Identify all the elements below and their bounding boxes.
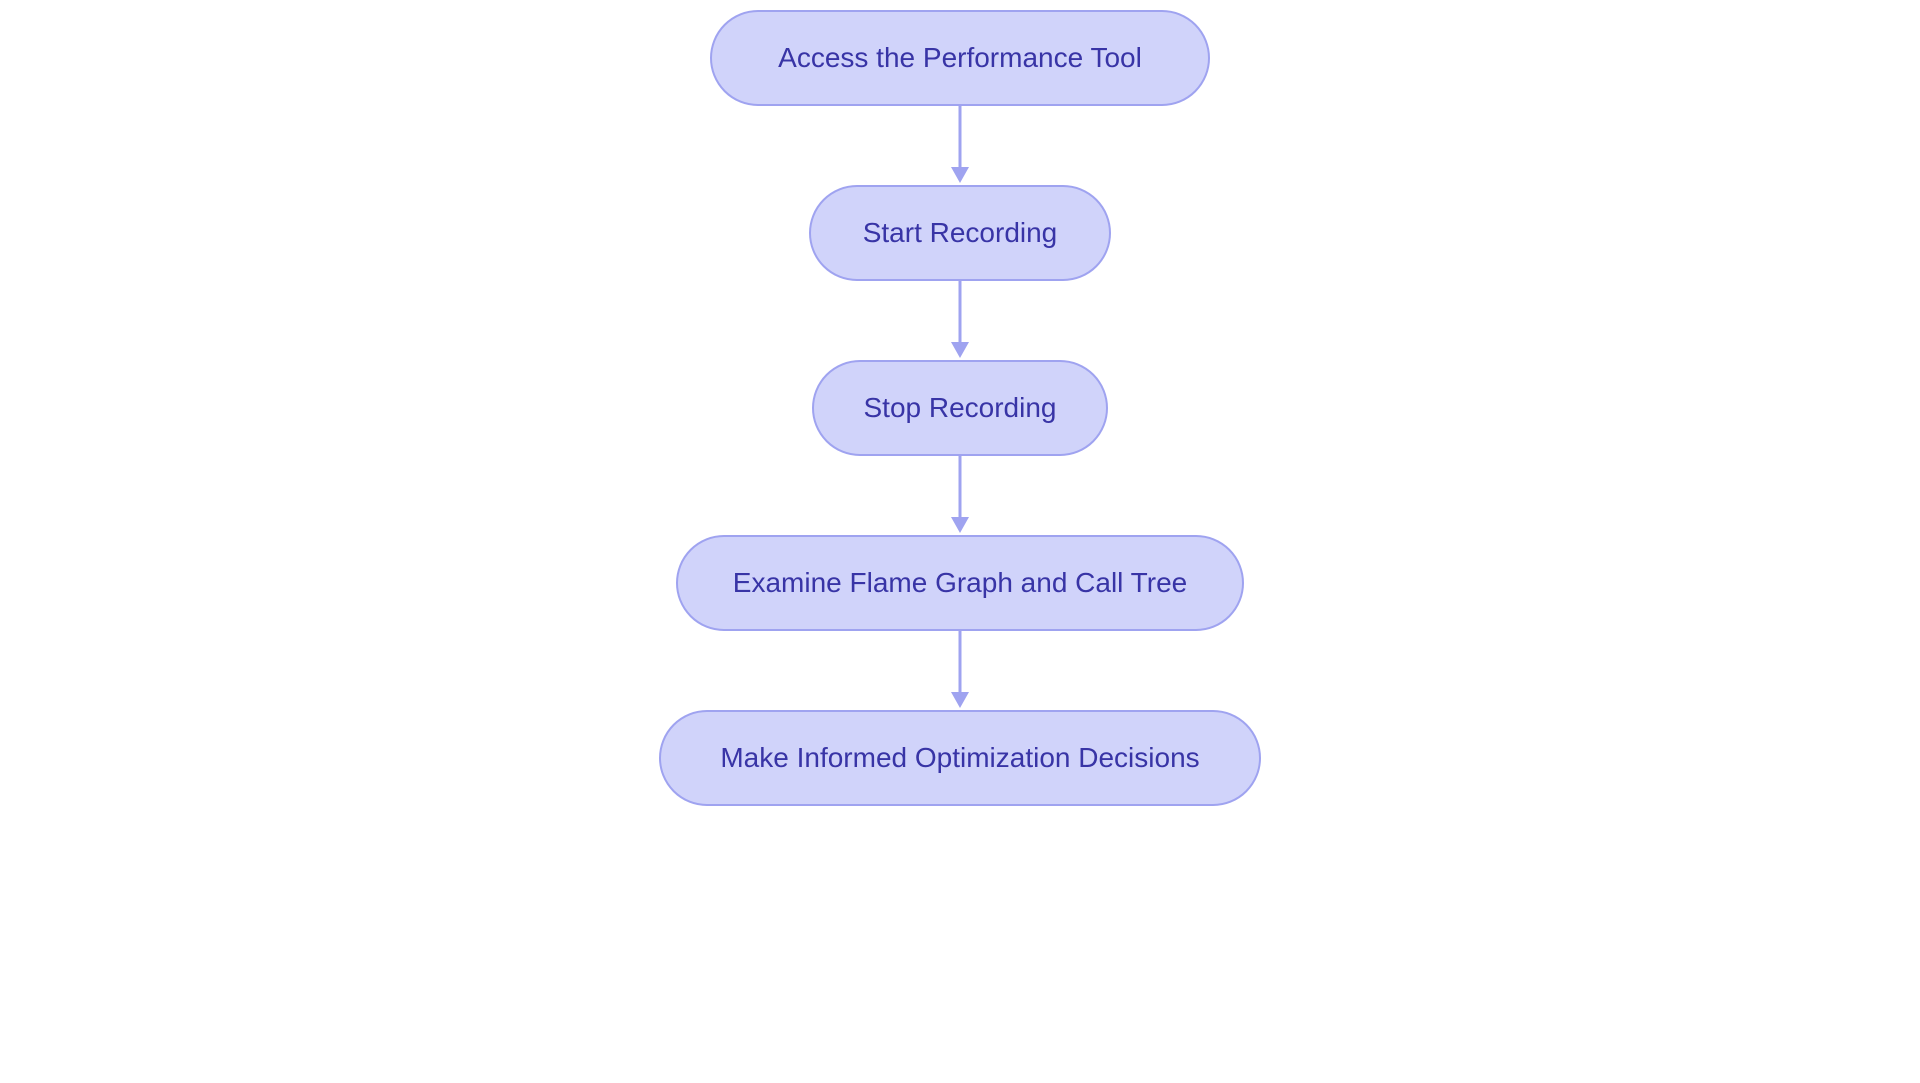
flowchart-arrow <box>945 456 975 535</box>
flowchart-node: Examine Flame Graph and Call Tree <box>676 535 1244 631</box>
flowchart-node-label: Examine Flame Graph and Call Tree <box>733 567 1187 599</box>
flowchart-arrow <box>945 106 975 185</box>
flowchart-node: Make Informed Optimization Decisions <box>659 710 1261 806</box>
flowchart-node: Start Recording <box>809 185 1111 281</box>
flowchart-node: Stop Recording <box>812 360 1108 456</box>
flowchart-arrow <box>945 281 975 360</box>
flowchart-node-label: Stop Recording <box>863 392 1056 424</box>
flowchart-node-label: Start Recording <box>863 217 1058 249</box>
flowchart-node: Access the Performance Tool <box>710 10 1210 106</box>
flowchart-arrow <box>945 631 975 710</box>
flowchart-container: Access the Performance Tool Start Recordi… <box>0 0 1920 1083</box>
flowchart-node-label: Access the Performance Tool <box>778 42 1142 74</box>
flowchart-node-label: Make Informed Optimization Decisions <box>720 742 1199 774</box>
